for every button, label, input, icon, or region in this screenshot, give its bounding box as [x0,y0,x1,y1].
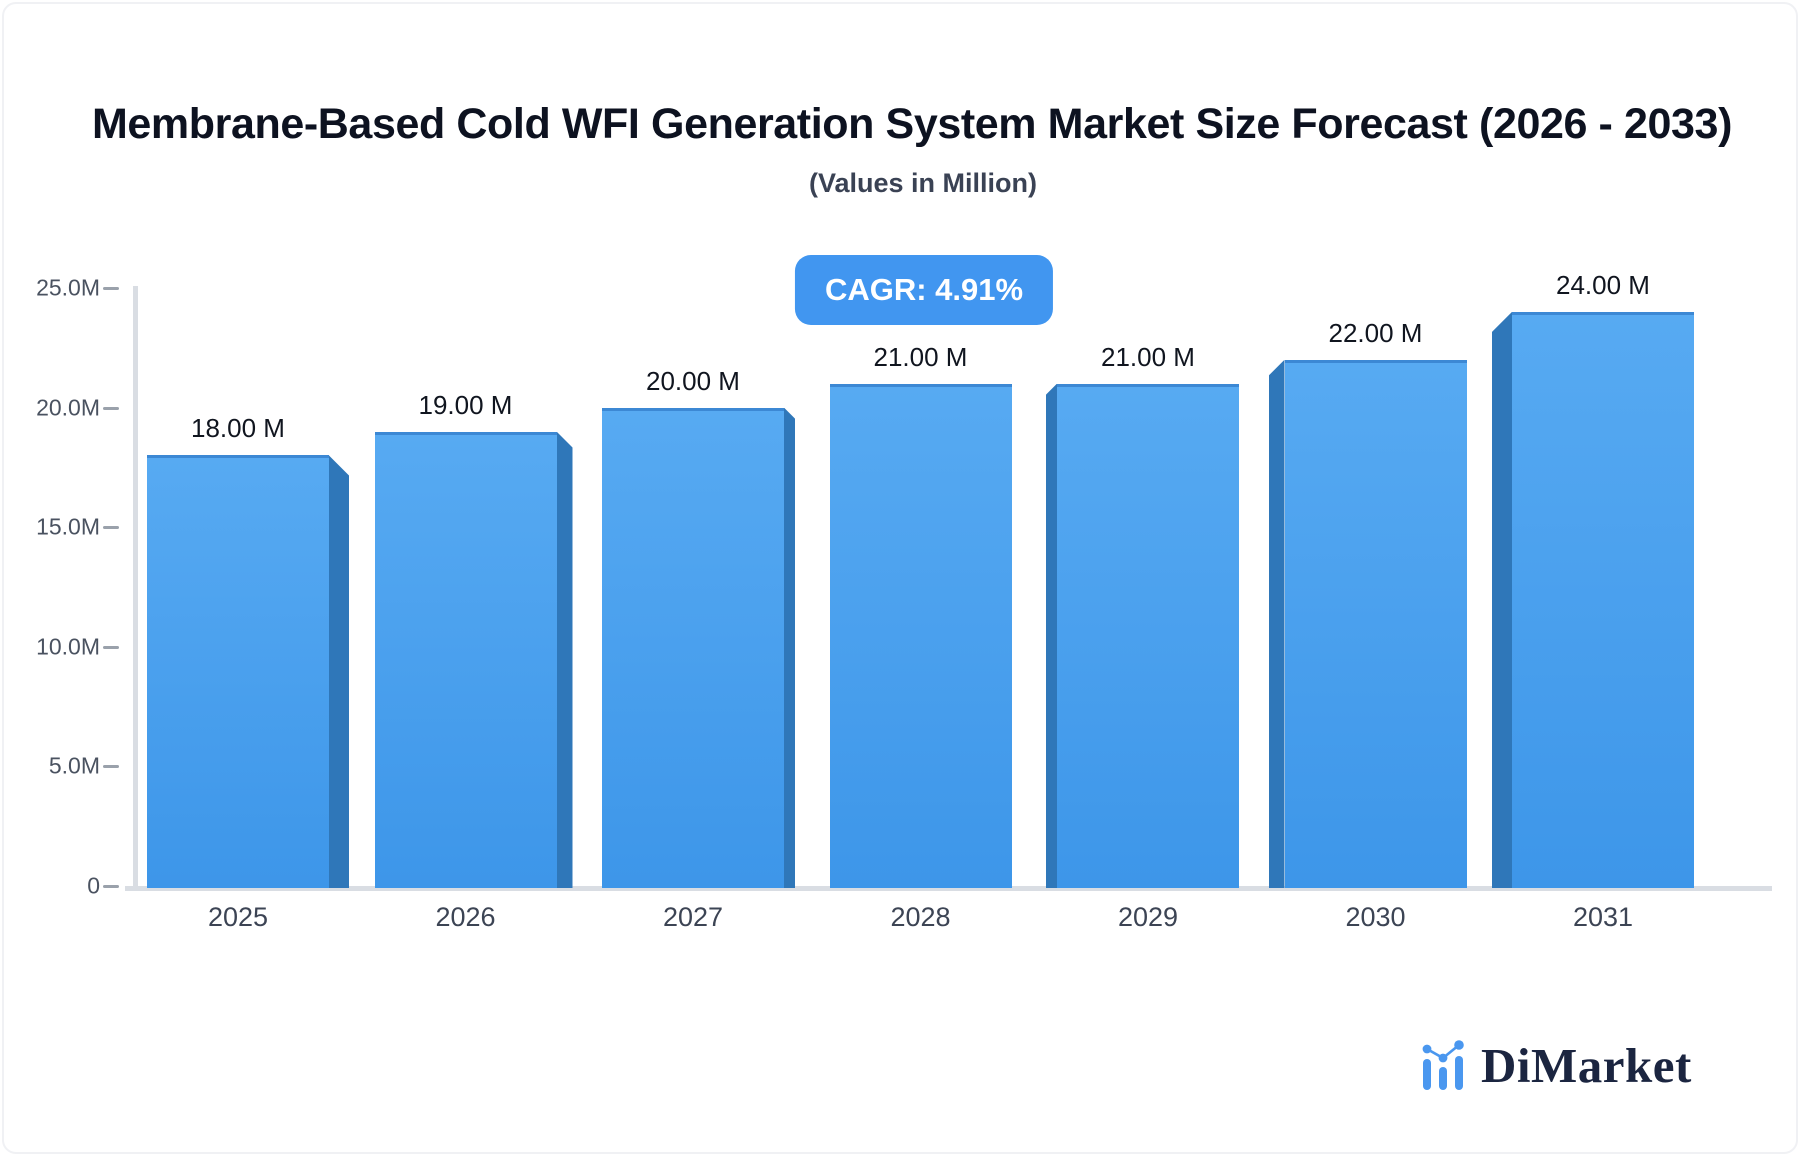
bar-value-label: 22.00 M [1328,317,1423,348]
dimarket-logo: DiMarket [1420,1038,1692,1090]
y-axis-tick [103,287,119,290]
bar-value-label: 21.00 M [873,341,968,372]
x-axis-tick-label: 2027 [662,902,724,932]
x-axis-tick-label: 2031 [1572,902,1634,932]
x-axis-tick-label: 2028 [890,902,951,932]
y-axis-tick [103,885,119,888]
bar-side-face-2026 [556,431,573,888]
bar-2025[interactable] [147,455,329,888]
y-axis-tick-label: 20.0M [36,394,100,421]
x-axis-tick-label: 2025 [207,902,269,932]
bar-2028[interactable] [829,383,1012,888]
x-axis-line [125,886,1772,891]
y-axis-tick-label: 0 [87,872,100,899]
bar-value-label: 18.00 M [191,413,285,444]
y-axis-tick [103,765,119,769]
x-axis-tick-label: 2030 [1345,902,1406,932]
bar-2031[interactable] [1512,311,1694,888]
y-axis-line [133,286,138,890]
y-axis-tick-label: 10.0M [36,633,100,660]
bar-2027[interactable] [602,407,784,888]
bar-side-face-2030 [1268,359,1285,888]
bar-side-face-2025 [329,455,349,888]
y-axis-tick-label: 5.0M [48,752,100,779]
y-axis-tick [103,406,119,410]
bar-2026[interactable] [374,431,557,888]
y-axis-tick [103,526,119,530]
x-axis-tick-label: 2026 [435,902,496,932]
cagr-badge: CAGR: 4.91% [794,255,1054,325]
bar-side-face-2031 [1492,311,1512,888]
y-axis-tick [103,645,119,649]
bar-value-label: 21.00 M [1101,341,1195,372]
bar-value-label: 19.00 M [418,389,513,420]
bar-2030[interactable] [1284,359,1467,888]
bar-value-label: 24.00 M [1556,269,1650,300]
bar-2029[interactable] [1057,383,1239,888]
chart-title: Membrane-Based Cold WFI Generation Syste… [92,100,1732,148]
chart-subtitle: (Values in Million) [808,168,1038,198]
x-axis-tick-label: 2029 [1117,902,1179,932]
bar-side-face-2029 [1046,383,1057,888]
dimarket-logo-icon [1422,1040,1464,1090]
y-axis-tick-label: 15.0M [36,513,100,540]
bar-value-label: 20.00 M [646,365,740,396]
y-axis-tick-label: 25.0M [36,274,100,301]
dimarket-logo-text: DiMarket [1481,1038,1692,1093]
bar-side-face-2027 [784,407,795,888]
